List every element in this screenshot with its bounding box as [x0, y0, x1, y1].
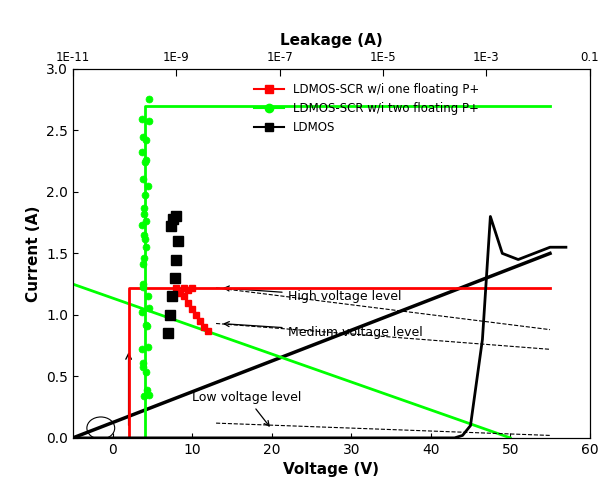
Text: Medium voltage level: Medium voltage level: [224, 322, 423, 339]
X-axis label: Voltage (V): Voltage (V): [283, 462, 379, 477]
Text: High voltage level: High voltage level: [224, 286, 401, 303]
Y-axis label: Current (A): Current (A): [26, 205, 41, 302]
Legend: LDMOS-SCR w/i one floating P+, LDMOS-SCR w/i two floating P+, LDMOS: LDMOS-SCR w/i one floating P+, LDMOS-SCR…: [249, 78, 484, 139]
X-axis label: Leakage (A): Leakage (A): [280, 33, 382, 49]
Text: Low voltage level: Low voltage level: [192, 391, 302, 426]
